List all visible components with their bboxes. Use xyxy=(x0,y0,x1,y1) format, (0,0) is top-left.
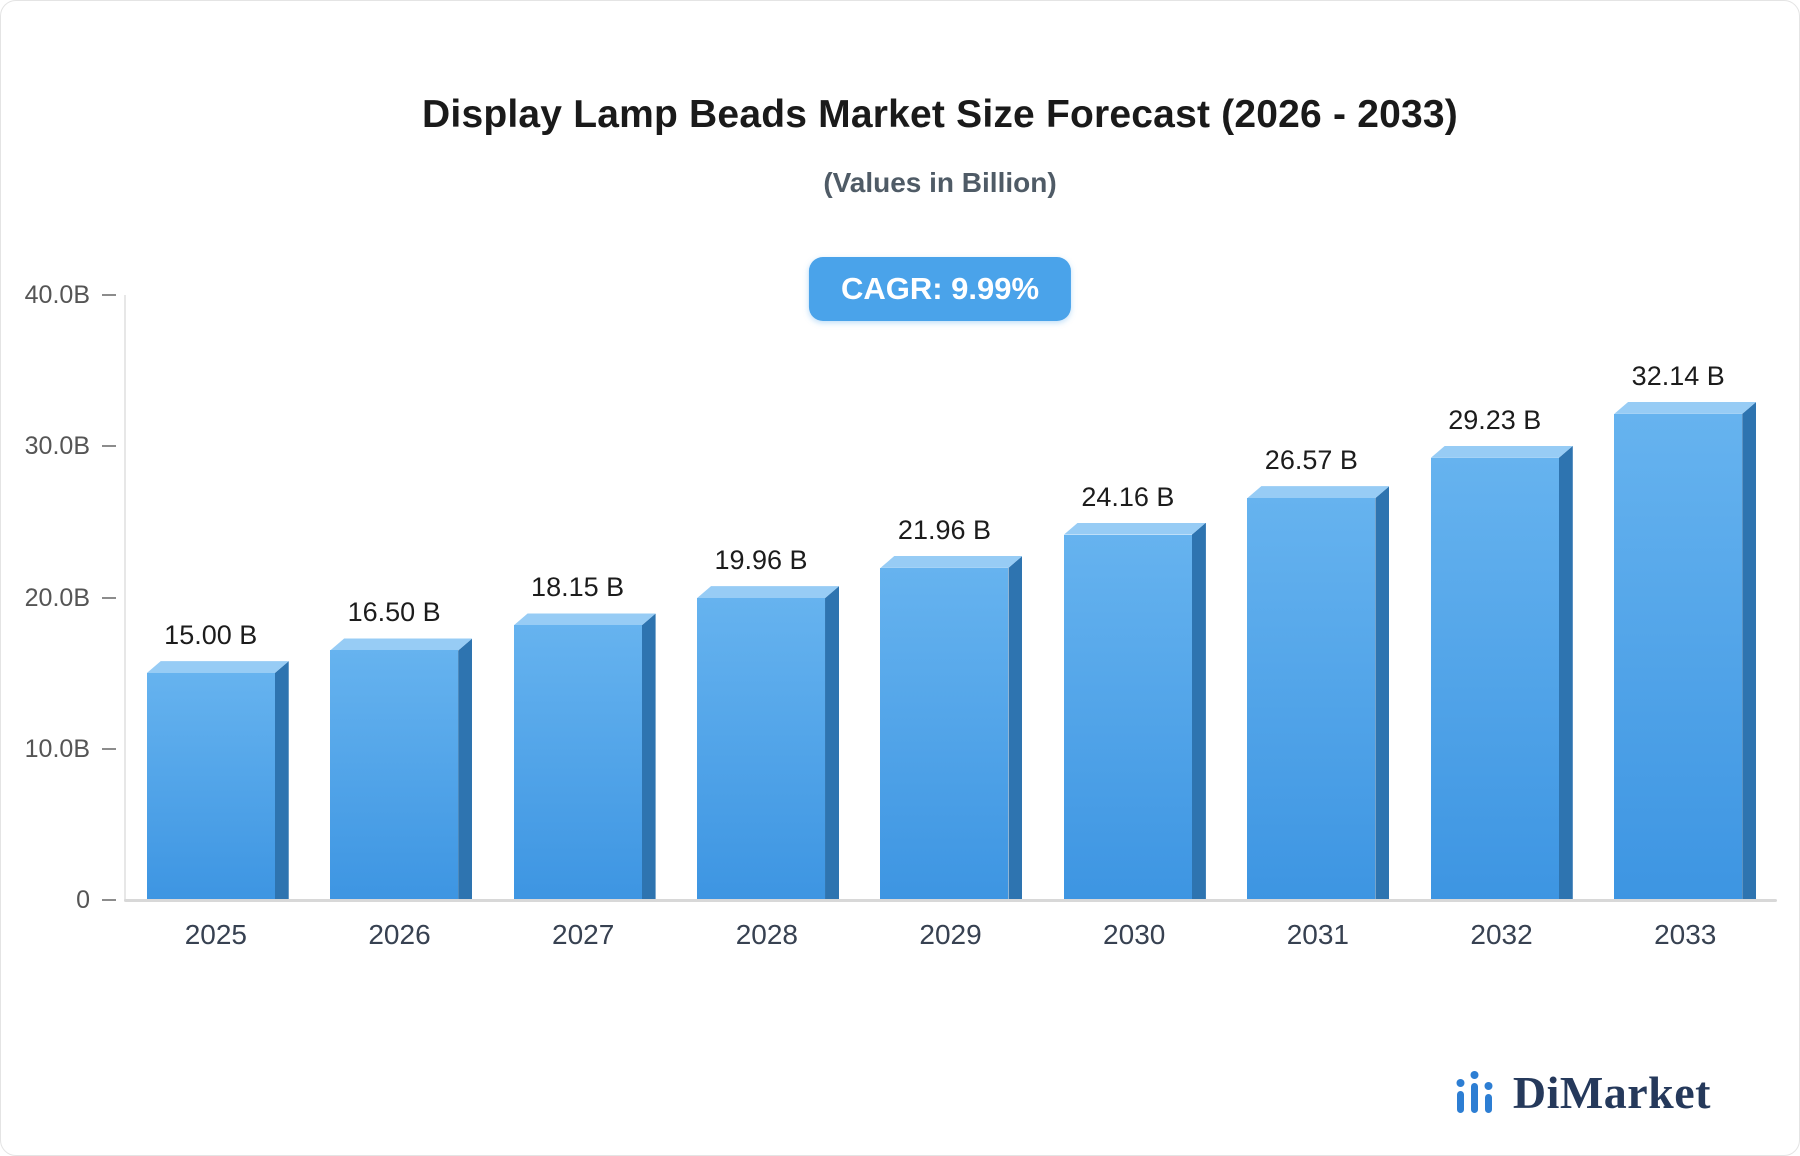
bar-2031: 26.57 B xyxy=(1247,445,1390,900)
bar-side-face xyxy=(1191,522,1206,900)
chart-title: Display Lamp Beads Market Size Forecast … xyxy=(422,93,1458,136)
bar-front-face xyxy=(513,625,642,900)
bar-front-face xyxy=(697,598,826,900)
y-tick-label: 10.0B xyxy=(24,734,90,763)
y-tick-label: 30.0B xyxy=(24,432,90,461)
bar-side-face xyxy=(825,586,840,900)
bar-side-face xyxy=(274,661,289,900)
bars-container: 15.00 B 16.50 B 18.15 B 19.96 B 21.96 B 24.16… xyxy=(126,295,1777,900)
bar-side-face xyxy=(641,613,656,900)
bar-slot: 19.96 B xyxy=(676,295,859,900)
cagr-badge: CAGR: 9.99% xyxy=(808,257,1072,321)
bar-slot: 15.00 B xyxy=(126,295,309,900)
bar-side-face xyxy=(458,638,473,900)
bar-slot: 18.15 B xyxy=(493,295,676,900)
bar-front-face xyxy=(1247,498,1376,900)
bar-slot: 16.50 B xyxy=(309,295,492,900)
bar-side-face xyxy=(1375,486,1390,900)
bar-slot: 29.23 B xyxy=(1410,295,1593,900)
bar-top-face xyxy=(330,638,472,650)
x-axis-label-2028: 2028 xyxy=(735,919,798,950)
x-axis-label-2029: 2029 xyxy=(919,919,982,950)
y-tick-label: 0 xyxy=(76,886,90,914)
bar-value-label: 32.14 B xyxy=(1631,360,1725,391)
bar-top-face xyxy=(880,556,1022,568)
x-axis-label-2030: 2030 xyxy=(1103,919,1166,950)
y-tick-mark xyxy=(102,445,116,448)
x-axis-label-2031: 2031 xyxy=(1286,919,1350,950)
chart-subtitle: (Values in Billion) xyxy=(823,167,1057,198)
y-tick-mark xyxy=(102,596,116,599)
y-tick-label: 20.0B xyxy=(24,583,90,612)
bar-value-label: 29.23 B xyxy=(1448,404,1542,435)
bar-value-label: 21.96 B xyxy=(897,514,992,545)
bar-slot: 26.57 B xyxy=(1227,295,1410,900)
y-tick-mark xyxy=(102,747,116,750)
bar-2029: 21.96 B xyxy=(880,515,1023,900)
bar-value-label: 26.57 B xyxy=(1264,445,1358,476)
y-tick-mark xyxy=(102,899,116,901)
bar-2033: 32.14 B xyxy=(1614,361,1757,900)
bar-value-label: 19.96 B xyxy=(714,545,808,576)
bar-front-face xyxy=(1063,534,1192,900)
y-tick-mark xyxy=(102,294,116,296)
bar-top-face xyxy=(697,586,839,598)
x-axis-label-2027: 2027 xyxy=(552,919,615,950)
bar-top-face xyxy=(1247,486,1389,498)
brand-logo: DiMarket xyxy=(1451,1066,1711,1119)
bar-top-face xyxy=(514,613,656,625)
bar-top-face xyxy=(1431,446,1573,458)
bar-front-face xyxy=(880,567,1009,900)
bar-value-label: 16.50 B xyxy=(347,597,441,628)
bar-2032: 29.23 B xyxy=(1430,405,1573,900)
x-axis-label-2025: 2025 xyxy=(184,919,247,950)
bar-side-face xyxy=(1008,555,1023,900)
bar-top-face xyxy=(1064,523,1206,535)
bar-2026: 16.50 B xyxy=(330,597,473,900)
x-axis-labels: 2025 2026 2027 2028 2029 2030 2031 2032 2033 xyxy=(124,919,1777,951)
bar-front-face xyxy=(1430,457,1559,900)
x-axis-baseline xyxy=(124,899,1777,902)
bar-top-face xyxy=(1614,402,1756,414)
bar-value-label: 15.00 B xyxy=(164,620,258,651)
bar-2030: 24.16 B xyxy=(1063,482,1206,900)
x-axis-label-2033: 2033 xyxy=(1654,919,1717,950)
x-axis-label-2032: 2032 xyxy=(1470,919,1533,950)
bar-2025: 15.00 B xyxy=(146,620,289,900)
y-tick-label: 40.0B xyxy=(24,281,90,309)
bar-value-label: 24.16 B xyxy=(1081,481,1175,512)
bar-value-label: 18.15 B xyxy=(531,572,625,603)
logo-text: DiMarket xyxy=(1512,1067,1711,1118)
bar-side-face xyxy=(1742,401,1757,900)
bar-slot: 32.14 B xyxy=(1594,295,1777,900)
bar-side-face xyxy=(1558,445,1573,900)
bar-top-face xyxy=(147,661,289,673)
bar-slot: 24.16 B xyxy=(1043,295,1226,900)
bar-front-face xyxy=(146,673,275,900)
bar-chart-icon xyxy=(1456,1070,1493,1113)
bar-2028: 19.96 B xyxy=(697,545,840,900)
x-axis-label-2026: 2026 xyxy=(368,919,431,950)
bar-slot: 21.96 B xyxy=(860,295,1043,900)
plot-area: 15.00 B 16.50 B 18.15 B 19.96 B 21.96 B 24.16… xyxy=(25,282,1777,913)
bar-front-face xyxy=(330,650,459,900)
bar-2027: 18.15 B xyxy=(513,572,656,900)
bar-front-face xyxy=(1614,413,1743,900)
